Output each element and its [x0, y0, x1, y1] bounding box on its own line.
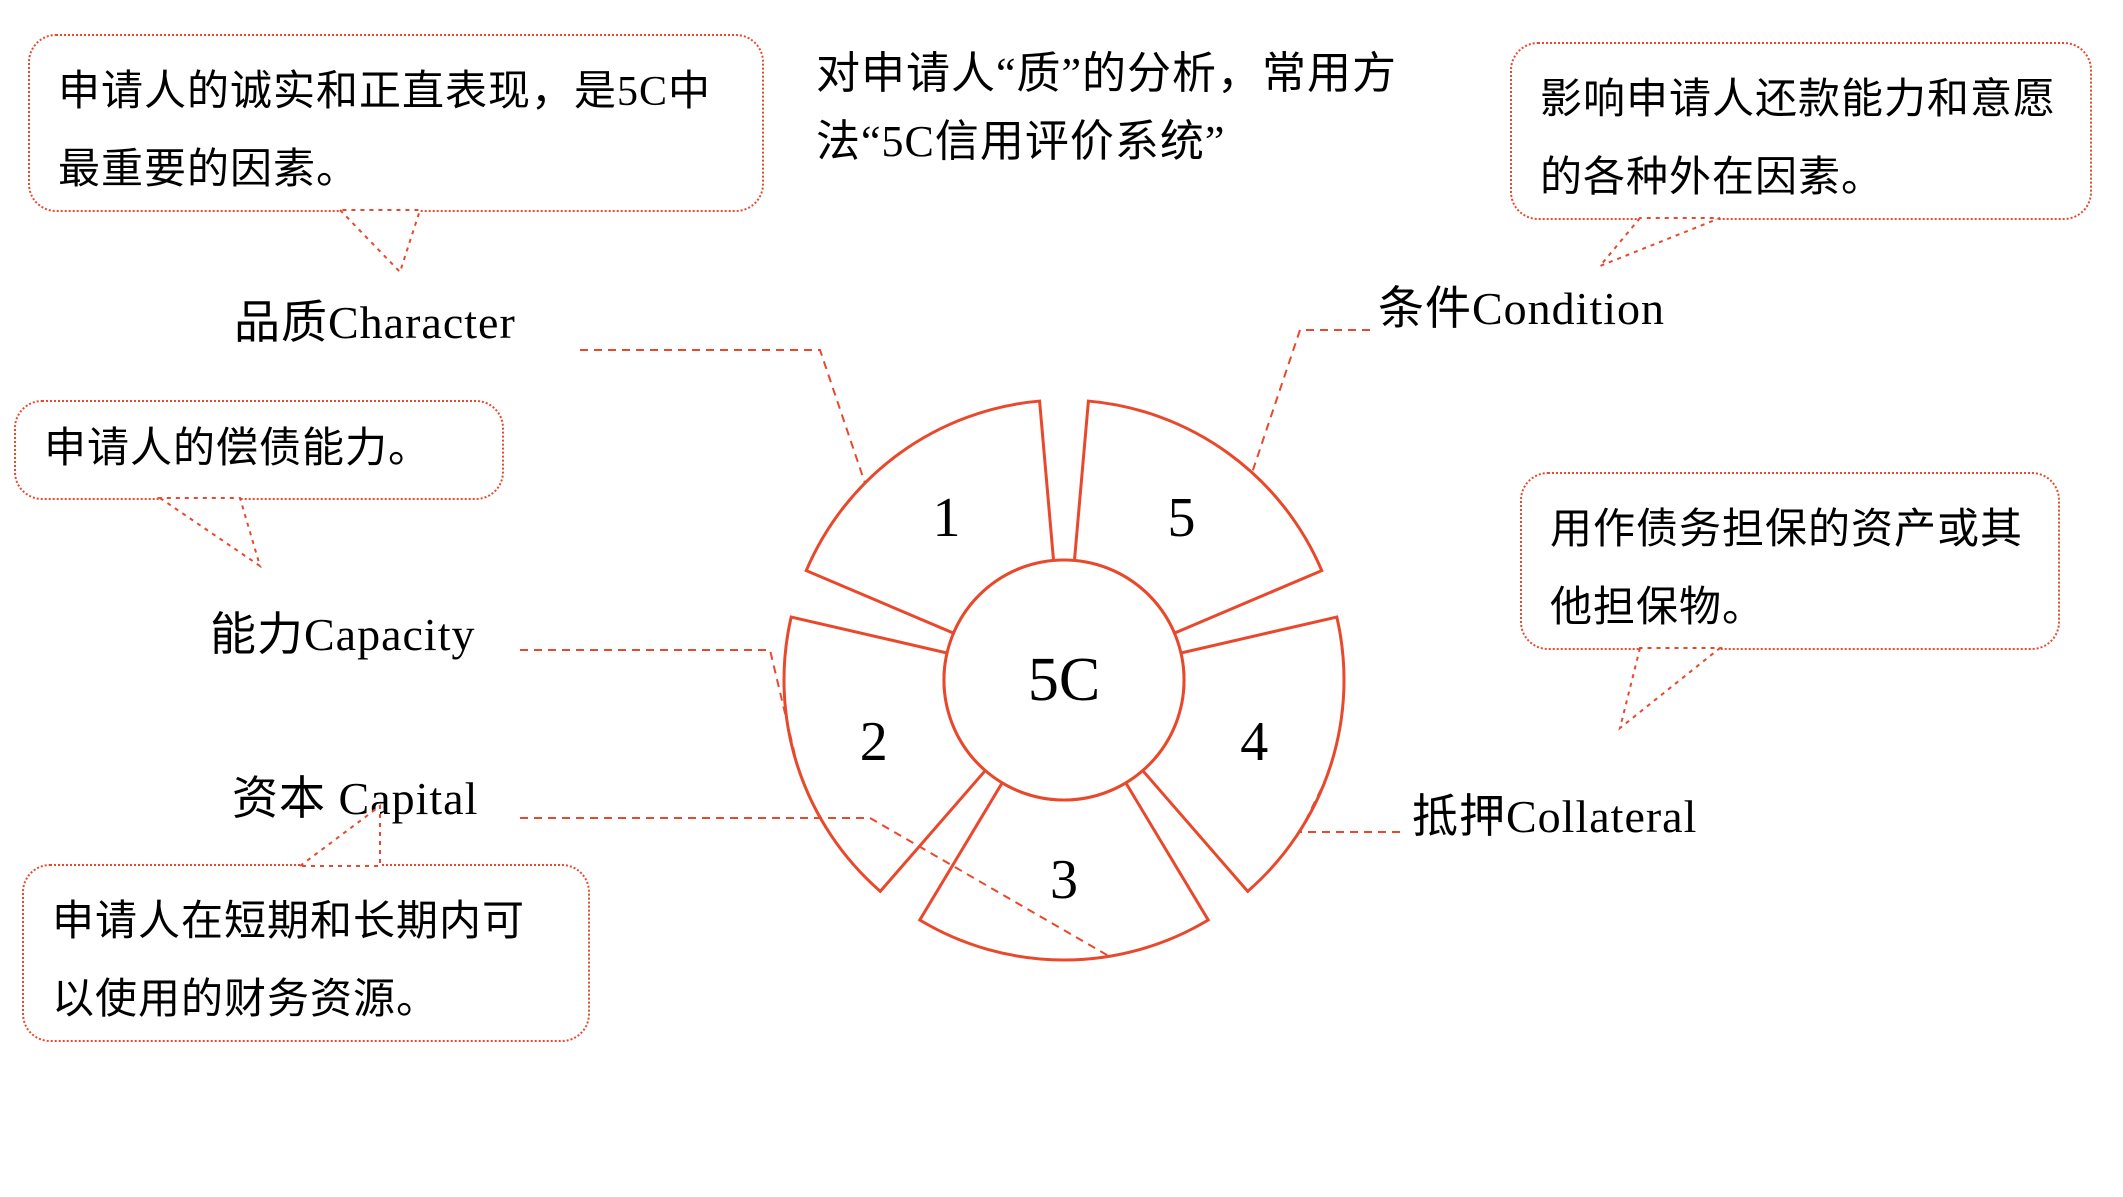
diagram-stage: 对申请人“质”的分析，常用方法“5C信用评价系统” 申请人的诚实和正直表现，是5… — [0, 0, 2123, 1197]
segment-number-1: 1 — [932, 487, 960, 549]
pointer-capital — [300, 806, 380, 866]
segment-number-5: 5 — [1168, 487, 1196, 549]
pointer-capacity — [160, 498, 260, 566]
center-label: 5C — [1028, 646, 1100, 714]
segment-number-4: 4 — [1240, 711, 1268, 773]
pointer-condition — [1600, 218, 1720, 266]
wheel-svg: 5C 1 2 3 4 5 — [0, 0, 2123, 1197]
connector-capacity — [520, 650, 798, 767]
segment-number-3: 3 — [1050, 849, 1078, 911]
segment-number-2: 2 — [860, 711, 888, 773]
connector-character — [580, 350, 865, 483]
connector-condition — [1252, 330, 1370, 473]
pointer-collateral — [1620, 648, 1720, 728]
pointer-character — [340, 210, 420, 272]
